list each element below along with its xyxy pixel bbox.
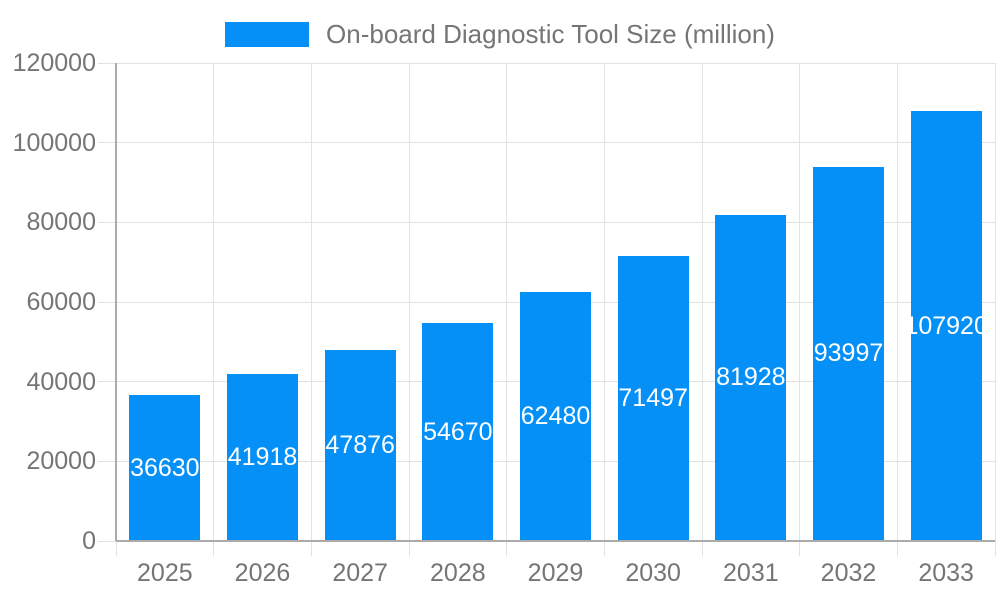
y-axis-tick-label: 100000: [12, 128, 96, 157]
y-axis-tick-label: 60000: [26, 288, 96, 316]
bar-value-label: 41918: [227, 443, 298, 471]
x-axis-tick-label: 2033: [918, 559, 974, 587]
bar-2026[interactable]: 41918: [227, 374, 298, 541]
x-axis-tick-label: 2026: [234, 559, 291, 587]
y-axis-tick-label: 20000: [26, 447, 96, 476]
gridline-vertical: [799, 63, 801, 541]
y-axis-tick: [98, 381, 116, 383]
bar-2028[interactable]: 54670: [422, 323, 494, 541]
bar-2025[interactable]: 36630: [129, 395, 201, 541]
x-axis-tick: [896, 541, 898, 556]
bar-value-label: 71497: [618, 384, 688, 413]
y-axis-line: [115, 63, 117, 541]
gridline-horizontal: [116, 62, 995, 64]
y-axis-tick: [98, 540, 116, 542]
bar-value-label: 36630: [130, 453, 200, 482]
bar-2027[interactable]: 47876: [324, 350, 396, 541]
y-axis-tick-label: 40000: [26, 367, 96, 396]
y-axis-tick-label: 0: [82, 527, 96, 555]
x-axis-tick: [213, 541, 215, 556]
y-axis-tick: [98, 460, 116, 462]
x-axis-line: [116, 540, 995, 542]
x-axis-tick-label: 2031: [723, 559, 779, 587]
x-axis-tick-label: 2029: [527, 559, 584, 587]
bar-value-label: 54670: [423, 417, 493, 446]
x-axis-tick: [994, 541, 996, 556]
y-axis-tick: [98, 142, 116, 144]
bar-value-label: 62480: [520, 402, 591, 431]
gridline-vertical: [994, 63, 996, 541]
legend-swatch: [225, 21, 310, 47]
x-axis-tick: [603, 541, 605, 556]
bar-2032[interactable]: 93997: [813, 166, 884, 541]
x-axis-tick: [408, 541, 410, 556]
bar-value-label: 47876: [325, 431, 395, 460]
y-axis-tick: [98, 301, 116, 303]
gridline-vertical: [701, 63, 703, 541]
gridline-vertical: [408, 63, 410, 541]
gridline-vertical: [896, 63, 898, 541]
gridline-horizontal: [116, 221, 995, 223]
bar-value-label: 93997: [813, 339, 884, 368]
bar-2029[interactable]: 62480: [520, 292, 591, 541]
x-axis-tick-label: 2032: [820, 559, 877, 587]
legend-item[interactable]: On-board Diagnostic Tool Size (million): [0, 20, 1000, 48]
x-axis-tick-label: 2027: [332, 559, 388, 587]
x-axis-tick: [506, 541, 508, 556]
gridline-vertical: [506, 63, 508, 541]
bar-2030[interactable]: 71497: [617, 256, 689, 541]
bar-value-label: 81928: [716, 363, 786, 392]
gridline-horizontal: [116, 142, 995, 144]
gridline-vertical: [603, 63, 605, 541]
x-axis-tick-label: 2025: [137, 559, 193, 587]
gridline-vertical: [310, 63, 312, 541]
gridline-vertical: [213, 63, 215, 541]
legend-label: On-board Diagnostic Tool Size (million): [326, 19, 775, 49]
y-axis-tick: [98, 221, 116, 223]
x-axis-tick: [799, 541, 801, 556]
x-axis-tick: [115, 541, 117, 556]
plot-area: 36630 41918 47876 54670 62480 71497 81928 93997…: [98, 62, 996, 556]
x-axis-tick-label: 2030: [625, 559, 681, 587]
y-axis-tick-label: 120000: [12, 49, 96, 77]
y-axis-tick-label: 80000: [26, 208, 96, 237]
x-axis-tick: [310, 541, 312, 556]
y-axis-tick: [98, 62, 116, 64]
bar-value-label: 107920: [910, 311, 982, 340]
bar-2033[interactable]: 107920: [910, 111, 982, 541]
bar-2031[interactable]: 81928: [715, 214, 787, 541]
x-axis-tick: [701, 541, 703, 556]
x-axis-tick-label: 2028: [430, 559, 486, 587]
